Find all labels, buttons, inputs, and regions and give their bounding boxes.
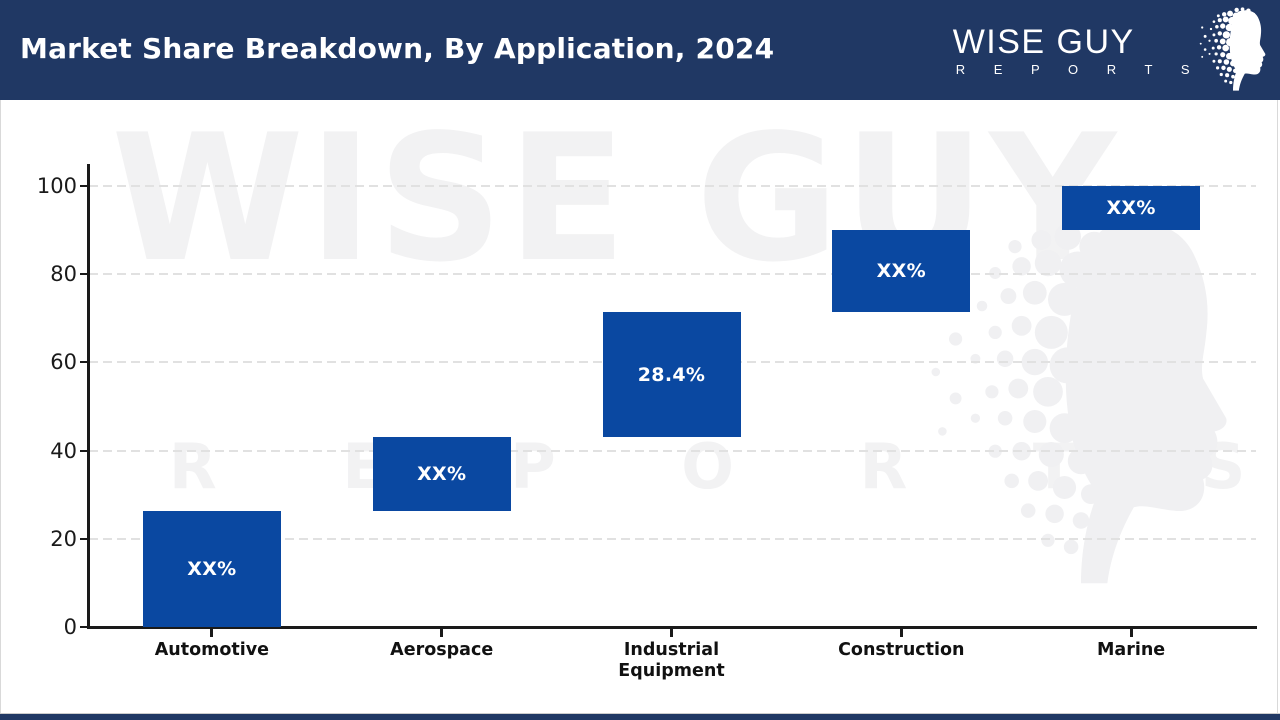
bar-value-label: XX% (187, 558, 237, 580)
category-label-aerospace: Aerospace (390, 640, 494, 660)
gridline-100 (89, 185, 1256, 187)
x-tick-mark (440, 629, 444, 637)
y-tick-mark (80, 185, 88, 187)
y-tick-mark (80, 273, 88, 276)
bar-aerospace: XX% (372, 437, 511, 511)
y-tick-mark (80, 449, 88, 452)
y-tick-label: 100 (36, 174, 77, 198)
logo-text: WISE GUY R E P O R T S (952, 22, 1202, 78)
bar-value-label: 28.4% (637, 363, 706, 386)
y-tick-label: 60 (50, 350, 77, 375)
footer-bar (0, 713, 1280, 720)
x-axis-line (87, 626, 1257, 629)
category-label-automotive: Automotive (154, 640, 270, 660)
x-tick-mark (899, 629, 903, 637)
bar-value-label: XX% (876, 260, 926, 283)
bar-marine: XX% (1062, 186, 1201, 231)
logo-wordmark: WISE GUY (952, 22, 1135, 61)
y-tick-label: 40 (50, 438, 77, 463)
y-tick-mark (80, 626, 88, 628)
bar-automotive: XX% (142, 511, 281, 627)
category-label-marine: Marine (1097, 640, 1166, 660)
y-tick-label: 20 (50, 526, 77, 551)
x-tick-mark (1129, 629, 1133, 637)
chart-canvas: WISE GUY R E P O R T S 0 20 40 60 80 100 Autom… (0, 98, 1278, 715)
y-tick-label: 80 (50, 262, 77, 287)
logo-head-icon (1194, 7, 1272, 95)
x-tick-mark (670, 629, 673, 637)
y-tick-label: 0 (63, 615, 77, 639)
gridline-20 (89, 537, 1256, 540)
bar-industrial-equipment: 28.4% (602, 312, 741, 438)
chart-title: Market Share Breakdown, By Application, … (20, 32, 775, 66)
bar-construction: XX% (832, 230, 971, 313)
gridline-80 (89, 273, 1256, 276)
y-tick-mark (80, 537, 88, 540)
logo-subtext: R E P O R T S (955, 62, 1202, 78)
gridline-40 (89, 449, 1256, 452)
bar-value-label: XX% (1106, 197, 1156, 220)
header-bar: Market Share Breakdown, By Application, … (0, 0, 1280, 100)
category-label-construction: Construction (838, 640, 965, 660)
y-tick-mark (80, 361, 88, 364)
x-tick-mark (210, 629, 214, 637)
wiseguy-logo: WISE GUY R E P O R T S (953, 8, 1272, 94)
bar-value-label: XX% (417, 463, 467, 486)
y-axis-line (87, 164, 90, 629)
category-label-industrial-equipment: Industrial Equipment (618, 640, 725, 682)
